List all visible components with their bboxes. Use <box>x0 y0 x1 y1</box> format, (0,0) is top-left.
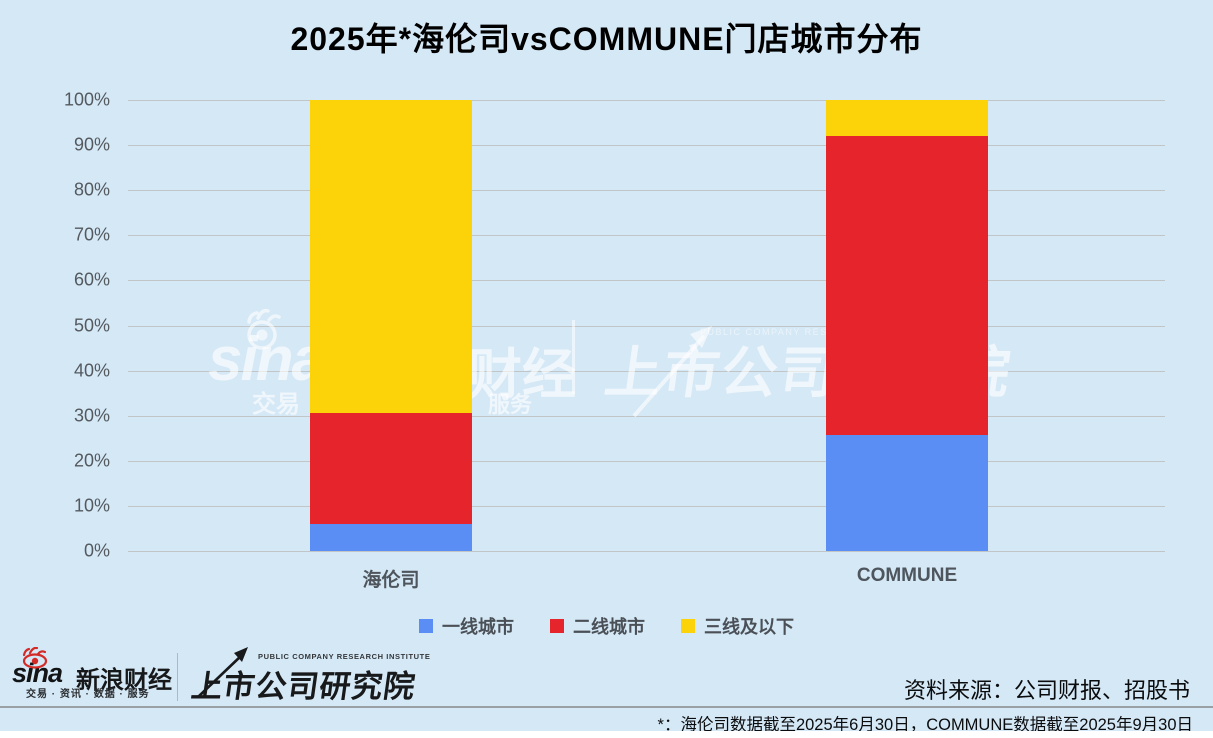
y-tick-label-70%: 70% <box>73 224 110 245</box>
y-tick-label-50%: 50% <box>73 315 110 335</box>
gridline-70% <box>128 235 1165 237</box>
y-tick-label-10%: 10% <box>73 495 110 516</box>
x-axis: 海伦司 COMMUNE <box>128 565 1165 591</box>
footer-sina-brand: 新浪财经 <box>76 667 172 694</box>
bar-segment-海伦司-三线及以下 <box>309 100 472 414</box>
source-text: 资料来源：公司财报、招股书 <box>903 678 1190 703</box>
y-tick-label-80%: 80% <box>73 179 110 200</box>
bar-segment-COMMUNE-三线及以下 <box>825 100 988 137</box>
y-tick-label-100%: 100% <box>63 89 110 110</box>
gridline-20% <box>128 460 1165 462</box>
bar-segment-COMMUNE-二线城市 <box>825 136 988 435</box>
legend-label-tier3: 三线及以下 <box>704 617 794 637</box>
legend-label-tier1: 一线城市 <box>442 617 514 637</box>
gridline-50% <box>128 325 1165 327</box>
footer-pcri-name: 上市公司研究院 <box>189 669 419 704</box>
footer-sina-tagline: 交易 · 资讯 · 数据 · 服务 <box>26 689 150 700</box>
bottom-white-strip <box>0 731 1213 738</box>
gridline-100% <box>128 100 1165 101</box>
gridline-40% <box>128 370 1165 372</box>
x-label-commune: COMMUNE <box>856 565 958 586</box>
bar-segment-海伦司-二线城市 <box>309 413 472 524</box>
footer-logo-divider <box>177 653 178 701</box>
legend-item-tier1: 一线城市 <box>419 613 514 639</box>
gridline-0% <box>128 551 1165 552</box>
x-label-helens: 海伦司 <box>362 570 420 591</box>
gridline-10% <box>128 505 1165 507</box>
y-tick-label-30%: 30% <box>73 405 110 426</box>
gridline-80% <box>128 190 1165 192</box>
y-tick-label-60%: 60% <box>73 269 110 290</box>
y-tick-label-40%: 40% <box>73 360 110 381</box>
legend-swatch-tier2-icon <box>550 619 564 633</box>
footer-pcri-small-text: PUBLIC COMPANY RESEARCH INSTITUTE <box>258 652 431 661</box>
y-tick-label-0%: 0% <box>83 540 110 561</box>
legend-swatch-tier3-icon <box>681 619 695 633</box>
y-axis: 0% 10% 20% 30% 40% 50% 60% 70% 80% 90% 100% <box>30 90 116 561</box>
gridline-30% <box>128 415 1165 417</box>
legend-item-tier2: 二线城市 <box>550 613 645 639</box>
bar-segment-COMMUNE-一线城市 <box>825 434 988 551</box>
footer-divider-line <box>0 706 1213 708</box>
chart-title: 2025年*海伦司vsCOMMUNE门店城市分布 <box>290 21 923 57</box>
legend: 一线城市 二线城市 三线及以下 <box>0 613 1213 639</box>
bar-segment-海伦司-一线城市 <box>309 523 472 551</box>
footnote-text: *：海伦司数据截至2025年6月30日，COMMUNE数据截至2025年9月30… <box>657 716 1193 734</box>
legend-label-tier2: 二线城市 <box>573 617 645 637</box>
bar-COMMUNE <box>825 100 988 551</box>
y-tick-label-90%: 90% <box>73 134 110 155</box>
legend-item-tier3: 三线及以下 <box>681 613 794 639</box>
plot-area <box>128 100 1165 552</box>
y-tick-label-20%: 20% <box>73 450 110 471</box>
legend-swatch-tier1-icon <box>419 619 433 633</box>
gridline-60% <box>128 280 1165 282</box>
gridline-90% <box>128 145 1165 147</box>
bar-海伦司 <box>309 100 472 551</box>
